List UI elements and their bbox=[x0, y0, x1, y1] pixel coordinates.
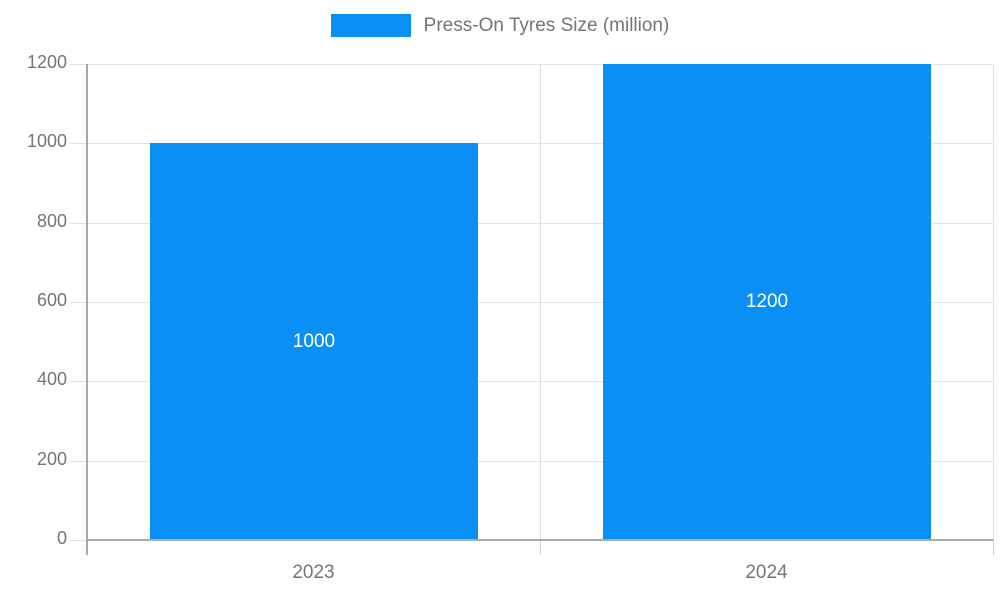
legend[interactable]: Press-On Tyres Size (million) bbox=[0, 14, 1000, 37]
y-axis-tick bbox=[70, 64, 87, 65]
x-tick-label: 2023 bbox=[292, 562, 335, 583]
x-gridline bbox=[993, 64, 994, 540]
y-tick-label: 800 bbox=[36, 211, 67, 231]
y-axis-tick bbox=[70, 381, 87, 382]
x-axis-line bbox=[87, 539, 993, 541]
y-axis-tick bbox=[70, 540, 87, 541]
y-tick-label: 400 bbox=[36, 369, 67, 389]
y-tick-label: 200 bbox=[36, 449, 67, 469]
y-tick-label: 1200 bbox=[26, 52, 67, 72]
x-axis-tick bbox=[993, 540, 994, 555]
y-axis-tick bbox=[70, 461, 87, 462]
bar-value-label: 1000 bbox=[292, 330, 336, 352]
legend-label: Press-On Tyres Size (million) bbox=[423, 14, 670, 36]
x-gridline bbox=[540, 64, 541, 540]
y-axis-tick bbox=[70, 302, 87, 303]
legend-swatch bbox=[330, 14, 411, 37]
bar-2023[interactable]: 1000 bbox=[150, 143, 478, 540]
y-tick-label: 0 bbox=[56, 528, 67, 548]
x-axis-tick bbox=[540, 540, 541, 555]
bar-2024[interactable]: 1200 bbox=[603, 64, 931, 540]
x-tick-label: 2024 bbox=[745, 562, 788, 583]
bar-value-label: 1200 bbox=[745, 291, 789, 312]
y-tick-label: 600 bbox=[36, 290, 67, 310]
y-axis-line bbox=[86, 64, 88, 555]
y-tick-label: 1000 bbox=[26, 131, 67, 151]
y-axis-tick bbox=[70, 223, 87, 224]
y-axis-tick bbox=[70, 143, 87, 144]
